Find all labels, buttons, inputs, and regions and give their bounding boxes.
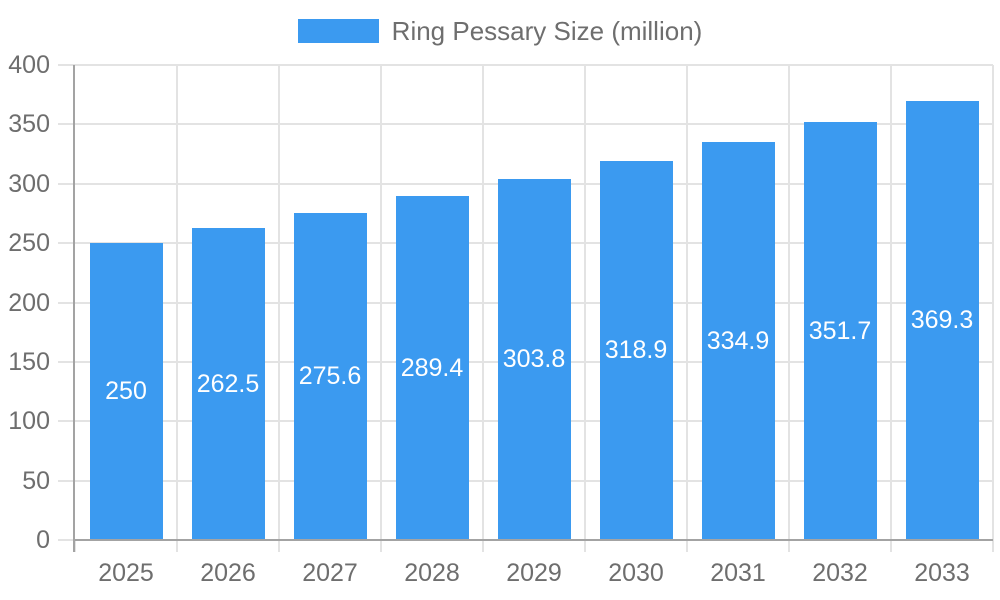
x-gridline [176,65,178,540]
y-tick-label: 300 [8,169,50,198]
bar-2030: 318.9 [599,161,673,540]
x-axis-tick [278,540,280,552]
x-gridline [890,65,892,540]
y-gridline [75,64,993,66]
bar-value-label: 334.9 [706,326,770,355]
x-axis-tick [176,540,178,552]
bar-2033: 369.3 [905,101,979,540]
bar-2028: 289.4 [395,196,469,540]
x-tick-label: 2028 [404,559,460,587]
bar-value-label: 351.7 [808,316,872,345]
x-axis-tick [74,540,76,552]
y-axis-tick [58,301,75,304]
y-tick-label: 350 [8,110,50,139]
x-gridline [992,65,994,540]
legend-label[interactable]: Ring Pessary Size (million) [391,16,703,46]
bar-2029: 303.8 [497,179,571,540]
y-axis-tick [58,360,75,363]
x-tick-label: 2029 [506,559,562,587]
y-axis-tick [58,242,75,245]
x-axis-tick [788,540,790,552]
x-tick-label: 2026 [200,559,256,587]
y-axis-tick [58,123,75,126]
x-axis-tick [482,540,484,552]
x-gridline [584,65,586,540]
bar-2025: 250 [89,243,163,540]
y-tick-label: 150 [8,347,50,376]
x-gridline [278,65,280,540]
y-tick-label: 400 [8,51,50,79]
bar-2032: 351.7 [803,122,877,540]
bar-value-label: 369.3 [910,306,974,335]
x-axis-line [75,539,993,541]
x-gridline [482,65,484,540]
bar-value-label: 303.8 [502,345,566,374]
bar-value-label: 289.4 [400,353,464,382]
bar-2027: 275.6 [293,212,367,540]
x-tick-label: 2027 [302,559,358,587]
x-gridline [686,65,688,540]
x-axis-tick [890,540,892,552]
x-gridline [788,65,790,540]
y-tick-label: 100 [8,407,50,436]
y-tick-label: 200 [8,288,50,317]
x-tick-label: 2031 [710,559,766,587]
y-axis-tick [58,420,75,423]
y-axis-tick [58,479,75,482]
y-axis-line [73,65,75,552]
x-tick-label: 2032 [812,559,868,587]
bar-value-label: 275.6 [298,361,362,390]
y-tick-label: 250 [8,229,50,258]
bar-value-label: 318.9 [604,336,668,365]
x-tick-label: 2025 [98,559,154,587]
x-axis-tick [686,540,688,552]
bar-2031: 334.9 [701,142,775,540]
chart-legend: Ring Pessary Size (million) [0,17,1000,45]
bar-value-label: 262.5 [196,369,260,398]
x-tick-label: 2033 [914,559,970,587]
x-axis-tick [584,540,586,552]
y-gridline [75,123,993,126]
legend-swatch-icon[interactable] [297,19,379,43]
y-axis-tick [58,64,75,66]
y-axis-tick [58,182,75,185]
x-axis-tick [992,540,994,552]
bar-value-label: 250 [105,377,147,406]
y-tick-label: 50 [22,466,50,495]
bar-2026: 262.5 [191,228,265,540]
x-gridline [380,65,382,540]
x-axis-tick [380,540,382,552]
y-axis-tick [58,539,75,541]
x-tick-label: 2030 [608,559,664,587]
y-tick-label: 0 [36,526,50,554]
